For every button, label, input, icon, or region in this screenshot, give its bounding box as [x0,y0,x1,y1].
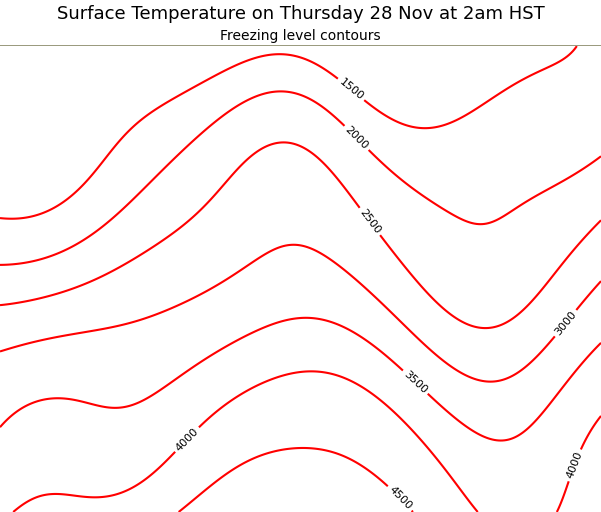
Text: Surface Temperature on Thursday 28 Nov at 2am HST: Surface Temperature on Thursday 28 Nov a… [56,5,545,23]
Text: 4000: 4000 [565,451,584,480]
Text: 4500: 4500 [386,484,413,511]
Text: 1500: 1500 [337,77,365,102]
Text: 2000: 2000 [343,124,370,152]
Text: 2500: 2500 [358,207,382,236]
Text: Freezing level contours: Freezing level contours [220,29,381,43]
Text: 3000: 3000 [553,309,578,337]
Text: 3500: 3500 [401,369,429,395]
Text: 4000: 4000 [174,426,200,453]
